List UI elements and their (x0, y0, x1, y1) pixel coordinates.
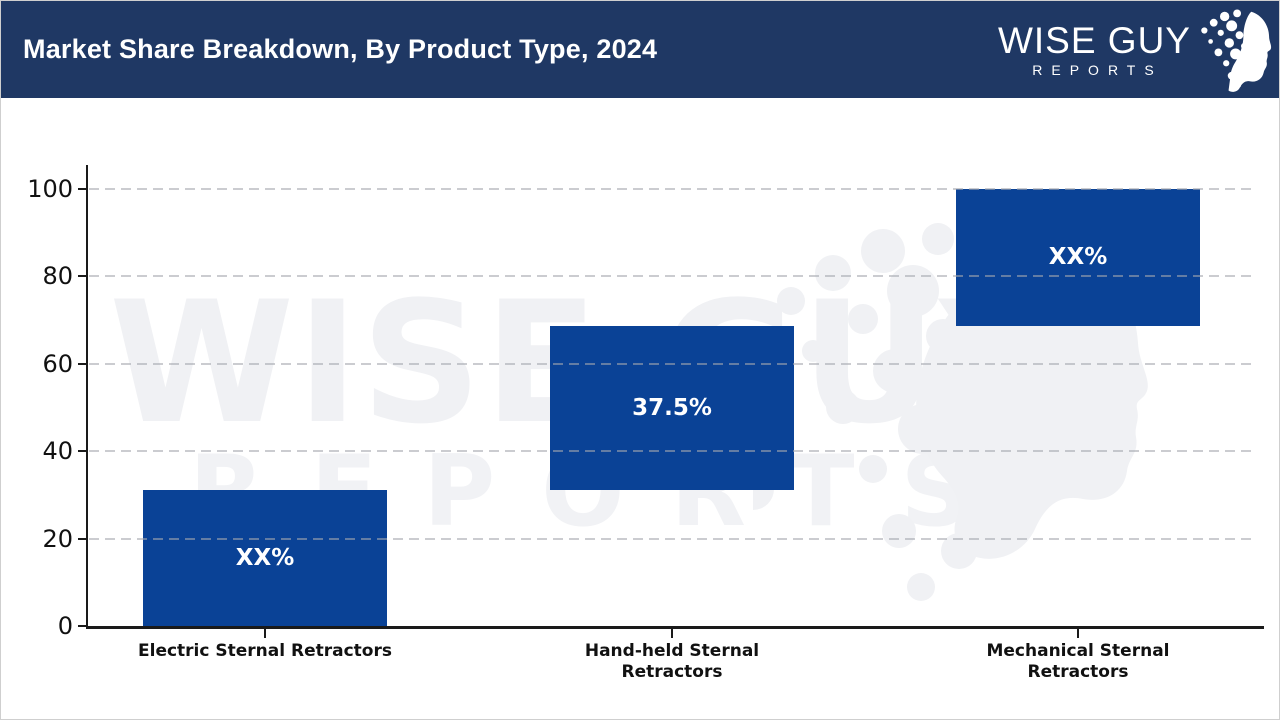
y-tick-label: 0 (57, 612, 73, 640)
x-axis-line (86, 626, 1264, 629)
x-tick-mark (264, 629, 266, 638)
y-tick-mark (78, 450, 87, 452)
gridline (89, 537, 1257, 540)
y-tick-mark (78, 537, 87, 540)
y-tick-label: 100 (27, 174, 73, 203)
bar-value-label: XX% (1048, 244, 1108, 271)
gridline (89, 275, 1257, 277)
brand-logo-text: WISE GUY REPORTS (998, 22, 1191, 77)
y-tick-mark (78, 187, 87, 190)
chart-title: Market Share Breakdown, By Product Type,… (23, 34, 658, 64)
brand-name: WISE GUY (997, 20, 1191, 61)
y-tick-label: 20 (42, 524, 73, 553)
bar-segment: XX% (143, 490, 387, 626)
x-category-label: Hand-held Sternal Retractors (584, 641, 760, 683)
gridline (89, 450, 1257, 452)
x-category-label: Mechanical Sternal Retractors (986, 641, 1170, 683)
x-tick-mark (671, 629, 673, 638)
x-category-label: Electric Sternal Retractors (138, 641, 392, 661)
brand-logo: WISE GUY REPORTS (998, 7, 1279, 93)
bar-segment: 37.5% (550, 326, 794, 491)
brand-subtitle: REPORTS (1032, 62, 1163, 78)
brand-face-icon (1201, 8, 1272, 92)
gridline (89, 362, 1257, 365)
header-band: Market Share Breakdown, By Product Type,… (1, 1, 1279, 98)
y-tick-label: 60 (42, 349, 73, 378)
x-tick-mark (1077, 629, 1079, 638)
y-axis-line (86, 165, 88, 629)
y-tick-label: 40 (42, 437, 73, 465)
y-tick-mark (78, 625, 87, 627)
gridline (89, 187, 1257, 190)
y-tick-mark (78, 275, 87, 277)
bar-value-label: 37.5% (632, 395, 712, 422)
bar-segment: XX% (956, 188, 1200, 327)
y-tick-label: 80 (42, 262, 73, 290)
y-tick-mark (78, 362, 87, 365)
bar-value-label: XX% (235, 545, 295, 572)
